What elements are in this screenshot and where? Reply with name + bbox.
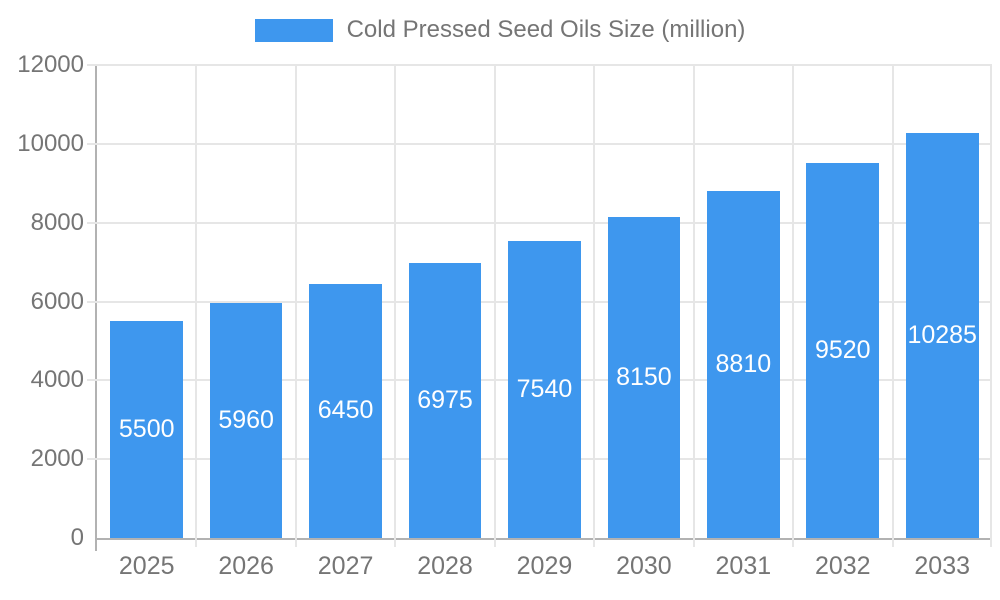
gridline-y-12000 — [87, 64, 992, 66]
bar-cell-2025: 5500 — [97, 65, 196, 538]
x-tick-label-2033: 2033 — [914, 552, 971, 580]
bar-value-label-2031: 8810 — [715, 349, 772, 378]
bar-2031[interactable]: 8810 — [707, 190, 780, 538]
bar-2033[interactable]: 10285 — [905, 132, 979, 538]
x-tick-label-2026: 2026 — [218, 552, 274, 580]
bar-value-label-2030: 8150 — [616, 362, 672, 391]
bar-value-label-2033: 10285 — [907, 320, 977, 349]
bar-cell-2031: 8810 — [694, 65, 793, 538]
y-tick-label-0: 0 — [70, 524, 84, 551]
bar-2025[interactable]: 5500 — [110, 321, 183, 538]
bar-value-label-2027: 6450 — [317, 396, 374, 425]
y-tick-label-6000: 6000 — [30, 287, 84, 315]
gridline-y-10000 — [87, 142, 992, 145]
legend-label: Cold Pressed Seed Oils Size (million) — [346, 16, 746, 43]
plot-area: 5500 5960 6450 6975 7540 8150 8810 9520 10285 20… — [17, 51, 992, 580]
bars-row: 5500 5960 6450 6975 7540 8150 8810 9520 10285 — [97, 65, 992, 538]
y-tick-label-8000: 8000 — [30, 208, 84, 236]
gridline-x-boundary-6 — [692, 65, 695, 547]
bar-cell-2033: 10285 — [893, 65, 992, 538]
gridline-x-boundary-8 — [891, 65, 894, 547]
bar-cell-2030: 8150 — [594, 65, 693, 538]
bar-2027[interactable]: 6450 — [309, 283, 382, 538]
gridline-x-boundary-3 — [394, 65, 397, 547]
gridline-x-boundary-5 — [593, 65, 596, 547]
x-axis-origin-tick — [95, 538, 97, 551]
gridline-x-boundary-2 — [294, 65, 297, 547]
bar-2032[interactable]: 9520 — [806, 162, 880, 538]
bar-value-label-2032: 9520 — [814, 335, 871, 364]
legend[interactable]: Cold Pressed Seed Oils Size (million) — [0, 16, 1000, 44]
gridline-x-boundary-7 — [792, 65, 795, 547]
x-tick-label-2031: 2031 — [715, 552, 772, 580]
bar-cell-2032: 9520 — [793, 65, 892, 538]
y-tick-label-12000: 12000 — [17, 51, 84, 78]
bar-cell-2028: 6975 — [395, 65, 494, 538]
bar-cell-2026: 5960 — [196, 65, 295, 538]
bar-2026[interactable]: 5960 — [209, 303, 283, 538]
bar-2030[interactable]: 8150 — [607, 216, 681, 538]
gridline-x-boundary-4 — [493, 65, 496, 547]
x-tick-label-2028: 2028 — [417, 552, 473, 580]
bar-value-label-2026: 5960 — [218, 406, 274, 435]
y-tick-label-2000: 2000 — [30, 445, 84, 473]
x-tick-label-2027: 2027 — [317, 552, 374, 580]
gridline-x-boundary-1 — [195, 65, 198, 547]
x-tick-label-2029: 2029 — [516, 552, 573, 580]
gridline-y-8000 — [87, 221, 992, 224]
gridline-x-boundary-9 — [990, 65, 992, 547]
y-tick-label-10000: 10000 — [17, 129, 84, 157]
y-tick-label-4000: 4000 — [30, 366, 84, 394]
bar-value-label-2028: 6975 — [417, 386, 473, 415]
bar-2029[interactable]: 7540 — [508, 240, 581, 538]
legend-swatch — [254, 18, 333, 42]
bar-value-label-2029: 7540 — [516, 374, 573, 403]
x-tick-label-2032: 2032 — [814, 552, 871, 580]
x-tick-label-2030: 2030 — [616, 552, 672, 580]
bar-value-label-2025: 5500 — [118, 415, 175, 444]
x-axis-labels: 2025 2026 2027 2028 2029 2030 2031 2032 2033 — [97, 552, 992, 581]
bar-cell-2027: 6450 — [296, 65, 395, 538]
bar-cell-2029: 7540 — [495, 65, 594, 538]
x-tick-label-2025: 2025 — [118, 552, 175, 580]
bar-2028[interactable]: 6975 — [408, 263, 482, 538]
